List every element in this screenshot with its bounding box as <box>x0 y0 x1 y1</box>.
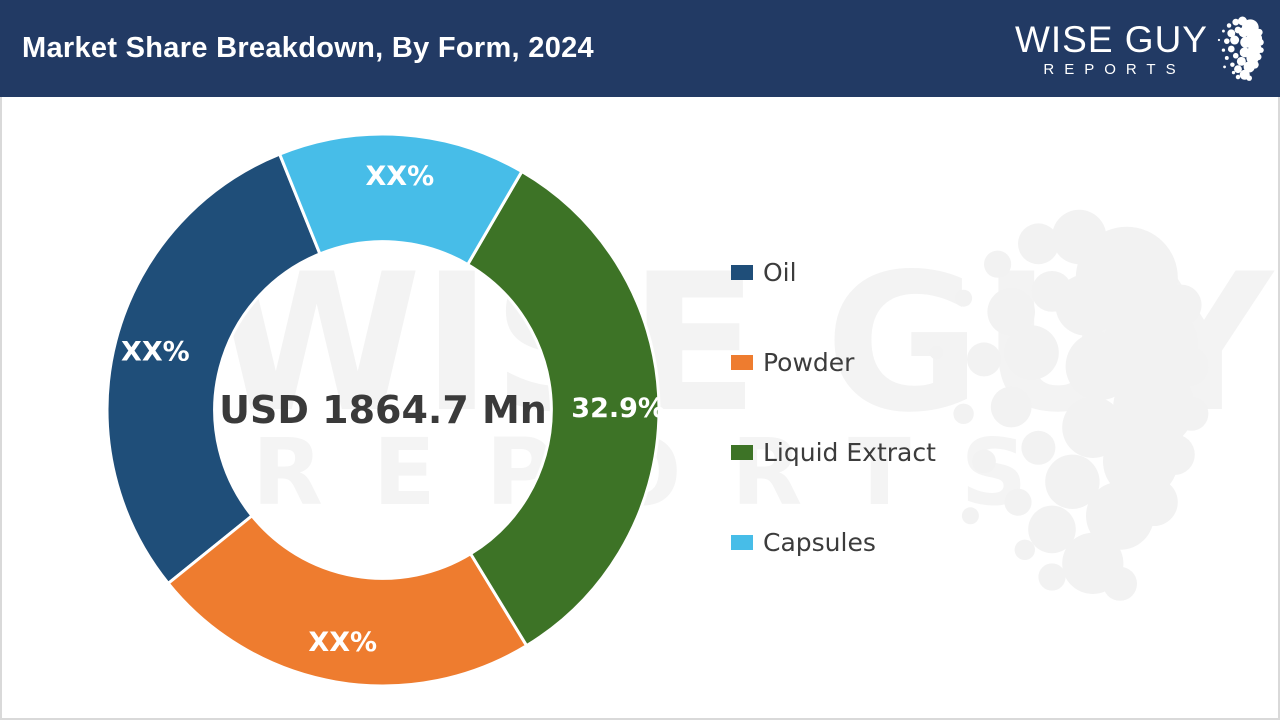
legend-label: Oil <box>763 257 797 287</box>
logo-wordmark: WISE GUY REPORTS <box>1015 21 1208 77</box>
donut-slice-oil <box>105 152 322 585</box>
slice-percentage-label: 32.9% <box>571 393 665 424</box>
legend-swatch <box>731 264 753 280</box>
legend-label: Liquid Extract <box>763 437 936 467</box>
header-bar: Market Share Breakdown, By Form, 2024 WI… <box>0 0 1280 97</box>
slice-percentage-label: XX% <box>121 336 190 367</box>
watermark-face-icon <box>929 209 1209 601</box>
donut-chart: XX% XX% 32.9% XX% <box>105 132 665 688</box>
legend-label: Capsules <box>763 527 876 557</box>
legend-item-oil: Oil <box>731 257 936 287</box>
donut-slice-powder <box>166 514 529 688</box>
logo-wordmark-line1: WISE GUY <box>1014 18 1208 60</box>
dotted-face-icon <box>1217 16 1264 81</box>
legend-item-powder: Powder <box>731 347 936 377</box>
legend-swatch <box>731 354 753 370</box>
donut-slice-liquid-extract <box>466 169 661 648</box>
chart-center-value: USD 1864.7 Mn <box>219 388 547 432</box>
logo-wordmark-line2: REPORTS <box>1043 60 1186 78</box>
legend-swatch <box>731 534 753 550</box>
legend-label: Powder <box>763 347 855 377</box>
legend-item-capsules: Capsules <box>731 527 936 557</box>
chart-canvas: WISE GUY REPORTS XX% XX% 32.9% XX% USD 1864… <box>0 97 1280 720</box>
legend-swatch <box>731 444 753 460</box>
slice-percentage-label: XX% <box>365 161 434 192</box>
page-title: Market Share Breakdown, By Form, 2024 <box>22 32 594 64</box>
slice-percentage-label: XX% <box>308 627 377 658</box>
legend: Oil Powder Liquid Extract Capsules <box>731 257 936 617</box>
donut-slice-capsules <box>278 132 524 266</box>
legend-item-liquid-extract: Liquid Extract <box>731 437 936 467</box>
wise-guy-reports-logo: WISE GUY REPORTS <box>1015 7 1266 91</box>
